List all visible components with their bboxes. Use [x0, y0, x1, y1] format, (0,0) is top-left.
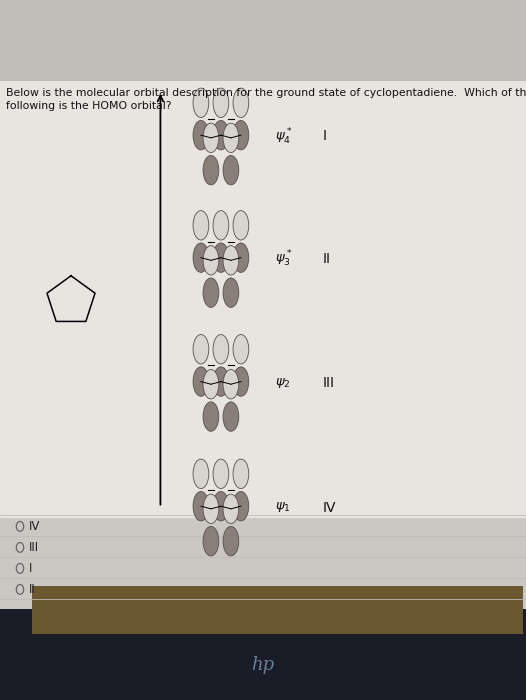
Text: III: III — [322, 376, 335, 390]
Ellipse shape — [223, 278, 239, 307]
Ellipse shape — [193, 367, 209, 396]
FancyBboxPatch shape — [0, 80, 526, 518]
Text: III: III — [29, 541, 39, 554]
Ellipse shape — [233, 367, 249, 396]
Text: $\psi_4^*$: $\psi_4^*$ — [275, 127, 292, 146]
Ellipse shape — [223, 246, 239, 275]
Text: I: I — [322, 130, 327, 144]
Text: $\psi_1$: $\psi_1$ — [275, 500, 291, 514]
Ellipse shape — [213, 243, 229, 272]
Ellipse shape — [233, 243, 249, 272]
Ellipse shape — [213, 367, 229, 396]
Ellipse shape — [203, 494, 219, 524]
FancyBboxPatch shape — [0, 0, 526, 80]
Ellipse shape — [193, 243, 209, 272]
Ellipse shape — [193, 335, 209, 364]
Ellipse shape — [193, 120, 209, 150]
Ellipse shape — [233, 88, 249, 118]
Ellipse shape — [203, 123, 219, 153]
Ellipse shape — [213, 211, 229, 240]
Ellipse shape — [203, 526, 219, 556]
Text: II: II — [322, 252, 330, 266]
Text: $\psi_2$: $\psi_2$ — [275, 376, 291, 390]
Ellipse shape — [213, 335, 229, 364]
Ellipse shape — [233, 211, 249, 240]
Ellipse shape — [233, 335, 249, 364]
Ellipse shape — [203, 402, 219, 431]
Ellipse shape — [203, 370, 219, 399]
Ellipse shape — [213, 120, 229, 150]
Text: IV: IV — [322, 500, 336, 514]
Ellipse shape — [223, 526, 239, 556]
Ellipse shape — [213, 88, 229, 118]
FancyBboxPatch shape — [0, 609, 526, 700]
Ellipse shape — [193, 88, 209, 118]
Ellipse shape — [223, 155, 239, 185]
Ellipse shape — [233, 120, 249, 150]
Text: IV: IV — [29, 520, 41, 533]
Ellipse shape — [203, 246, 219, 275]
Text: I: I — [29, 562, 32, 575]
Ellipse shape — [223, 370, 239, 399]
Text: II: II — [29, 583, 36, 596]
Ellipse shape — [223, 402, 239, 431]
FancyBboxPatch shape — [32, 586, 523, 634]
Ellipse shape — [233, 491, 249, 521]
Ellipse shape — [203, 155, 219, 185]
Ellipse shape — [223, 494, 239, 524]
Text: hp: hp — [251, 656, 275, 674]
Text: Below is the molecular orbital description for the ground state of cyclopentadie: Below is the molecular orbital descripti… — [6, 88, 526, 111]
Ellipse shape — [213, 459, 229, 489]
Ellipse shape — [203, 278, 219, 307]
Ellipse shape — [233, 459, 249, 489]
Text: $\psi_3^*$: $\psi_3^*$ — [275, 249, 292, 269]
Ellipse shape — [193, 211, 209, 240]
Ellipse shape — [213, 491, 229, 521]
Ellipse shape — [223, 123, 239, 153]
Ellipse shape — [193, 459, 209, 489]
Ellipse shape — [193, 491, 209, 521]
